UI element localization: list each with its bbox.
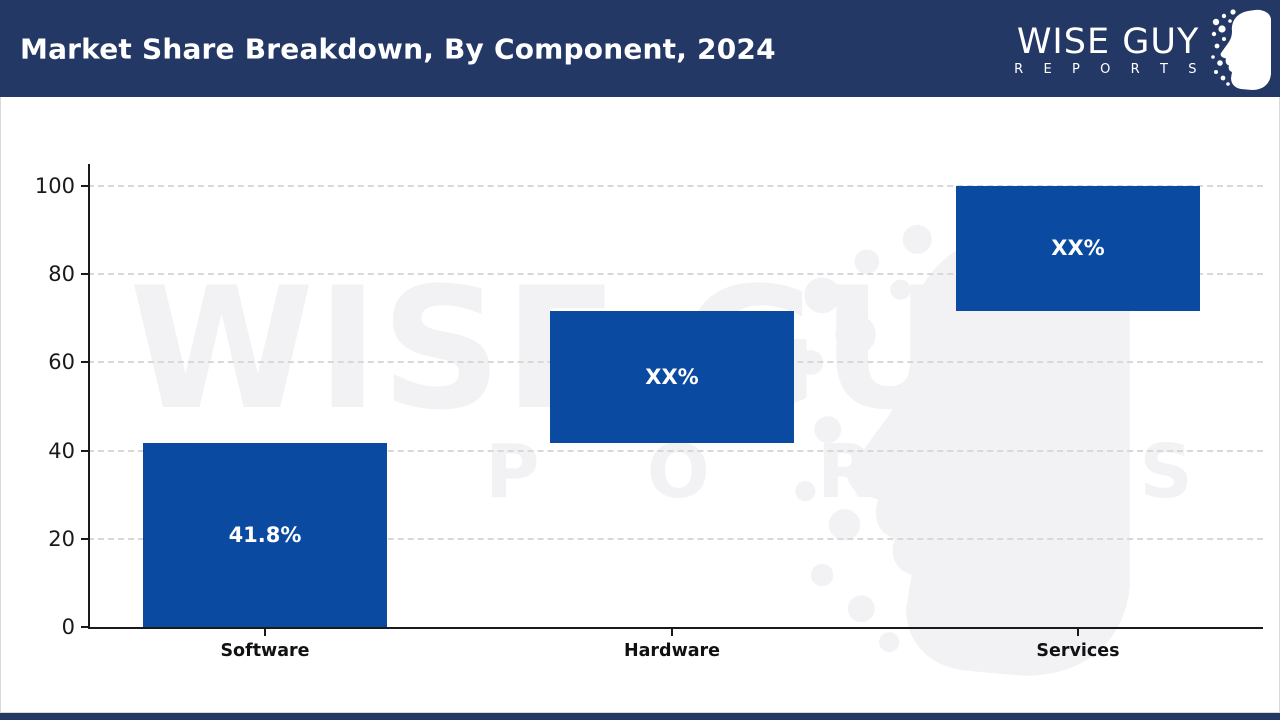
logo-sub-text: R E P O R T S [1014,61,1206,77]
logo-brand-text: WISE GUY [1016,21,1200,62]
y-tick-label-60: 60 [48,350,75,375]
x-category-label-software: Software [220,641,310,661]
bar-value-label-software: 41.8% [228,522,302,547]
x-axis-spine [88,627,1263,629]
y-tick-40 [81,449,88,452]
plot: 0 20 40 60 80 100 41.8% XX% XX% Software Hardware S… [1,97,1279,712]
y-tick-60 [81,361,88,364]
logo-text: WISE GUY R E P O R T S [1010,21,1206,77]
gridline-20 [88,537,1263,540]
logo-face-icon [1211,9,1271,90]
y-tick-100 [81,185,88,187]
bar-hardware: XX% [550,310,794,443]
y-tick-label-40: 40 [48,438,75,463]
y-tick-20 [81,537,88,540]
y-axis-spine [88,163,90,629]
gridline-40 [88,449,1263,452]
chart-area: WISE GUY R E P O R T S [0,97,1280,713]
y-tick-80 [81,273,88,276]
bar-value-label-services: XX% [1051,236,1105,261]
x-category-label-services: Services [1036,641,1120,661]
y-tick-label-100: 100 [34,174,75,198]
x-tick-hardware [671,629,673,636]
y-tick-label-80: 80 [48,262,75,287]
gridline-80 [88,273,1263,276]
footer-accent-bar [0,713,1280,720]
bar-software: 41.8% [143,442,387,627]
wise-guy-reports-logo: WISE GUY R E P O R T S [1010,8,1272,92]
chart-title: Market Share Breakdown, By Component, 20… [20,32,776,65]
y-tick-label-0: 0 [61,615,75,639]
bar-services: XX% [956,186,1200,311]
x-tick-software [264,629,266,636]
header-banner: Market Share Breakdown, By Component, 20… [0,0,1280,97]
gridline-100 [88,185,1263,187]
x-tick-services [1077,629,1079,636]
y-tick-label-20: 20 [48,526,75,551]
y-tick-0 [81,626,88,628]
x-category-label-hardware: Hardware [623,641,721,661]
bar-value-label-hardware: XX% [645,364,699,389]
